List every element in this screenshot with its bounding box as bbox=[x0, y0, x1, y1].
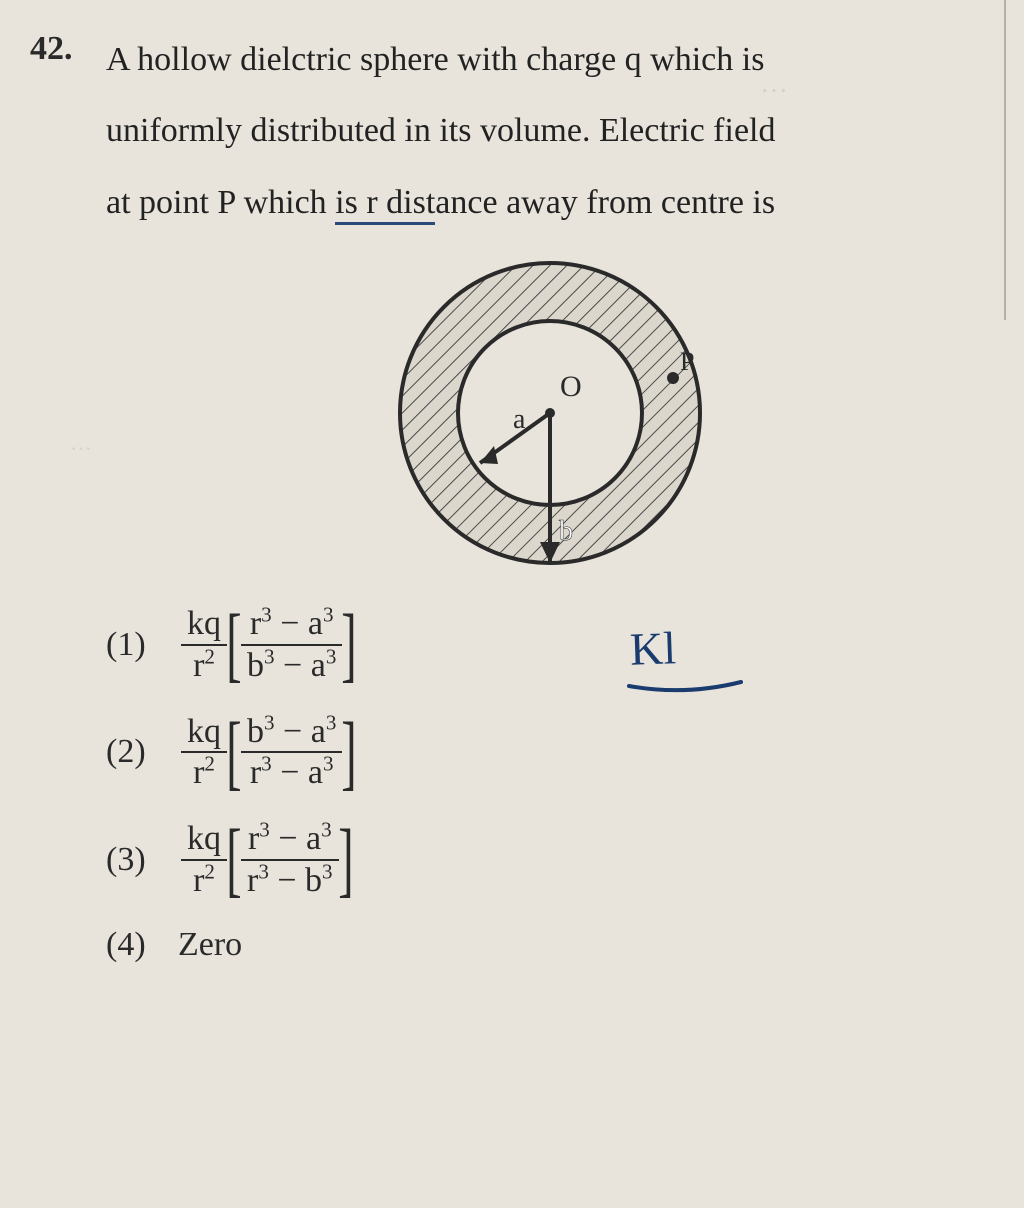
option-4-text: Zero bbox=[178, 926, 242, 964]
option-4-num: (4) bbox=[106, 926, 162, 964]
sphere-diagram: a O b P bbox=[380, 248, 720, 578]
option-2-formula: kq r2 [ b3 − a3 r3 − a3 ] bbox=[178, 712, 353, 793]
label-b: b bbox=[559, 516, 573, 547]
label-P: P bbox=[680, 347, 694, 376]
question-number: 42. bbox=[30, 24, 88, 68]
q-line-3a: at point P which bbox=[106, 184, 335, 221]
option-3-formula: kq r2 [ r3 − a3 r3 − b3 ] bbox=[178, 819, 350, 900]
page: 42. A hollow dielctric sphere with charg… bbox=[0, 0, 1024, 990]
option-1-formula: kq r2 [ r3 − a3 b3 − a3 ] bbox=[178, 604, 353, 685]
q-underlined-phrase: is r dist bbox=[335, 184, 435, 225]
option-2: (2) kq r2 [ b3 − a3 r3 − a3 bbox=[106, 712, 994, 793]
option-1: (1) kq r2 [ r3 − a3 b3 − a3 bbox=[106, 604, 994, 685]
option-4: (4) Zero bbox=[106, 926, 994, 964]
option-3: (3) kq r2 [ r3 − a3 r3 − b3 bbox=[106, 819, 994, 900]
label-O: O bbox=[560, 370, 582, 403]
question-row: 42. A hollow dielctric sphere with charg… bbox=[30, 24, 994, 990]
option-1-num: (1) bbox=[106, 626, 162, 664]
options: (1) kq r2 [ r3 − a3 b3 − a3 bbox=[106, 604, 994, 964]
q-line-2: uniformly distributed in its volume. Ele… bbox=[106, 112, 775, 149]
label-a: a bbox=[513, 404, 526, 435]
q-line-1: A hollow dielctric sphere with charge q … bbox=[106, 41, 764, 78]
handwritten-underline bbox=[625, 678, 745, 698]
handwritten-note: Kl bbox=[629, 621, 677, 676]
question-text: A hollow dielctric sphere with charge q … bbox=[106, 24, 994, 238]
q-line-3b: ance away from centre is bbox=[435, 184, 775, 221]
option-2-num: (2) bbox=[106, 733, 162, 771]
question-body: A hollow dielctric sphere with charge q … bbox=[106, 24, 994, 990]
option-3-num: (3) bbox=[106, 841, 162, 879]
diagram-wrap: a O b P bbox=[106, 248, 994, 578]
